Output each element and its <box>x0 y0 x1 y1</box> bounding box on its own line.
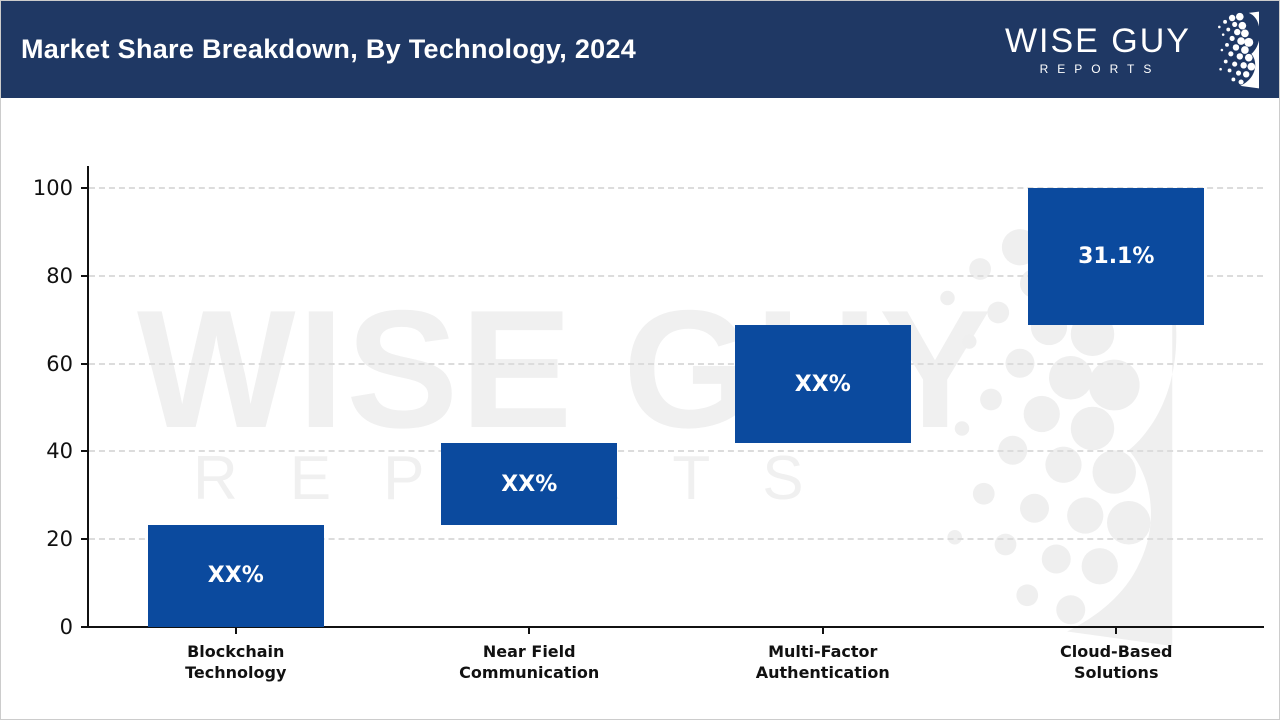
y-axis-tick-label: 0 <box>59 615 73 639</box>
x-axis-tick <box>821 628 824 634</box>
y-axis-tick-label: 80 <box>46 263 73 288</box>
y-axis-tick-label: 100 <box>32 176 73 200</box>
x-axis-tick <box>528 628 531 634</box>
y-axis-tick <box>81 187 89 189</box>
x-axis-category-label: Near Field Communication <box>459 642 600 682</box>
y-axis-tick <box>81 274 89 277</box>
y-axis-tick-label: 60 <box>46 351 73 376</box>
gridline <box>89 538 1263 541</box>
gridline <box>89 450 1263 453</box>
y-axis-tick <box>81 626 89 628</box>
bar-value-label: XX% <box>501 471 558 497</box>
logo-text: WISE GUY REPORTS <box>1005 23 1191 77</box>
x-axis-category-label: Blockchain Technology <box>185 642 287 682</box>
logo-subtitle: REPORTS <box>1039 61 1161 76</box>
x-axis-category-label: Multi-Factor Authentication <box>755 642 890 682</box>
logo-face-icon <box>1195 10 1259 90</box>
brand-logo: WISE GUY REPORTS <box>1005 10 1259 90</box>
bar-segment: XX% <box>441 443 618 525</box>
y-axis-tick <box>81 450 89 453</box>
y-axis-tick-label: 40 <box>46 439 73 464</box>
x-axis-category-label: Cloud-Based Solutions <box>1059 642 1173 682</box>
y-axis-tick-label: 20 <box>46 527 73 552</box>
bar-segment: 31.1% <box>1028 188 1205 325</box>
bar-value-label: XX% <box>794 371 851 397</box>
bar-segment: XX% <box>147 524 324 627</box>
y-axis-tick <box>81 538 89 541</box>
logo-wordmark: WISE GUY <box>1004 21 1191 60</box>
bar-value-label: 31.1% <box>1078 243 1155 269</box>
y-axis-tick <box>81 362 89 365</box>
header-bar: Market Share Breakdown, By Technology, 2… <box>1 1 1279 98</box>
x-axis-tick <box>234 628 237 634</box>
y-axis-line <box>87 166 89 628</box>
chart-title: Market Share Breakdown, By Technology, 2… <box>21 34 637 64</box>
gridline <box>89 274 1263 277</box>
gridline <box>89 187 1263 189</box>
x-axis-line <box>87 626 1264 628</box>
gridline <box>89 362 1263 365</box>
x-axis-tick <box>1115 628 1118 634</box>
bar-value-label: XX% <box>207 563 264 589</box>
bar-segment: XX% <box>734 324 911 444</box>
